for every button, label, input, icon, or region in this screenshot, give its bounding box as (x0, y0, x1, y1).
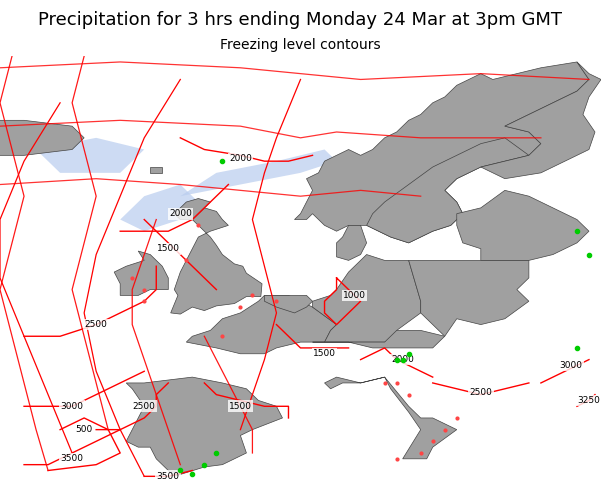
Text: 3000: 3000 (61, 402, 84, 411)
Text: 2500: 2500 (469, 388, 492, 397)
Text: 3500: 3500 (157, 472, 180, 481)
Text: Freezing level contours: Freezing level contours (220, 38, 381, 52)
Text: 2000: 2000 (391, 355, 414, 364)
Text: 2000: 2000 (229, 154, 252, 163)
Polygon shape (36, 138, 144, 173)
Polygon shape (325, 377, 457, 459)
Text: 1000: 1000 (343, 291, 366, 300)
Text: 3000: 3000 (560, 361, 582, 370)
Polygon shape (264, 295, 313, 313)
Text: 2500: 2500 (85, 320, 108, 329)
Polygon shape (180, 149, 337, 196)
Polygon shape (174, 199, 210, 220)
Polygon shape (186, 295, 337, 354)
Polygon shape (294, 62, 589, 243)
Text: 500: 500 (76, 425, 93, 434)
Polygon shape (114, 251, 168, 295)
Text: 2000: 2000 (169, 209, 192, 218)
Polygon shape (150, 167, 162, 173)
Polygon shape (409, 261, 529, 336)
Polygon shape (0, 121, 84, 155)
Text: 2500: 2500 (133, 402, 156, 411)
Polygon shape (367, 138, 529, 243)
Text: 1500: 1500 (313, 349, 336, 358)
Polygon shape (171, 208, 262, 314)
Polygon shape (457, 190, 589, 261)
Text: Precipitation for 3 hrs ending Monday 24 Mar at 3pm GMT: Precipitation for 3 hrs ending Monday 24… (38, 11, 563, 29)
Text: 3250: 3250 (578, 396, 600, 405)
Polygon shape (313, 255, 421, 342)
Polygon shape (481, 62, 601, 179)
Polygon shape (126, 377, 282, 476)
Polygon shape (313, 330, 445, 348)
Text: 1500: 1500 (229, 402, 252, 411)
Text: 1500: 1500 (157, 244, 180, 253)
Polygon shape (120, 184, 204, 231)
Text: 3500: 3500 (61, 454, 84, 463)
Polygon shape (337, 225, 367, 261)
